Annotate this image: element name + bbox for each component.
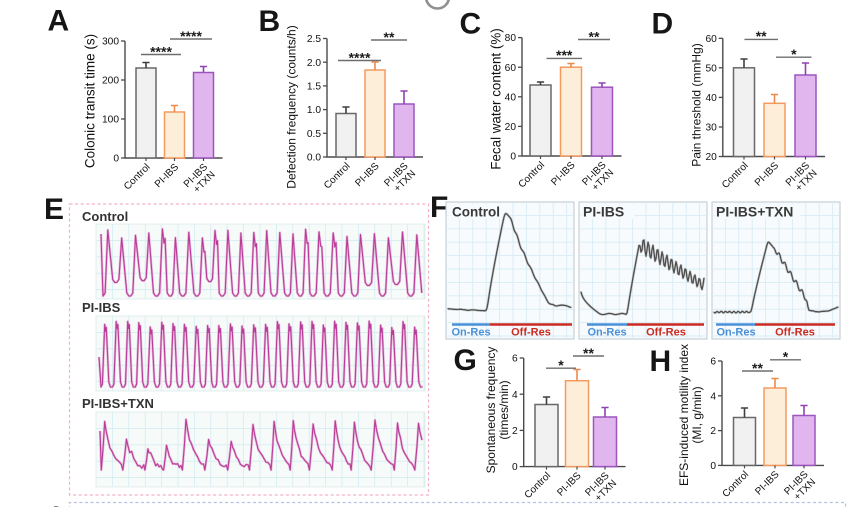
svg-text:G: G bbox=[454, 344, 477, 377]
svg-text:40: 40 bbox=[705, 93, 717, 104]
svg-text:Defection frequency (counts/h): Defection frequency (counts/h) bbox=[285, 25, 299, 188]
svg-text:PI-IBS+TXN: PI-IBS+TXN bbox=[82, 396, 154, 411]
svg-text:100: 100 bbox=[102, 115, 119, 126]
svg-text:4: 4 bbox=[710, 391, 716, 402]
svg-text:**: ** bbox=[583, 345, 594, 361]
svg-text:50: 50 bbox=[705, 63, 717, 74]
svg-text:**: ** bbox=[589, 28, 600, 44]
svg-text:0: 0 bbox=[113, 154, 119, 165]
svg-text:300: 300 bbox=[102, 37, 119, 48]
svg-text:EFS-induced motility index: EFS-induced motility index bbox=[677, 344, 691, 486]
svg-text:Control: Control bbox=[82, 209, 128, 224]
svg-text:C: C bbox=[460, 8, 482, 41]
svg-text:Off-Res: Off-Res bbox=[511, 327, 551, 339]
svg-text:2.0: 2.0 bbox=[307, 58, 321, 69]
svg-text:60: 60 bbox=[705, 34, 717, 45]
svg-text:60: 60 bbox=[505, 63, 517, 74]
svg-text:Spontaneous frequency: Spontaneous frequency bbox=[484, 347, 498, 474]
svg-text:****: **** bbox=[180, 28, 202, 44]
svg-text:0: 0 bbox=[710, 461, 716, 472]
svg-text:D: D bbox=[652, 8, 674, 41]
svg-text:I: I bbox=[52, 501, 60, 507]
svg-text:Off-Res: Off-Res bbox=[775, 327, 815, 339]
svg-text:B: B bbox=[259, 5, 281, 38]
svg-text:1.5: 1.5 bbox=[307, 82, 321, 93]
svg-text:On-Res: On-Res bbox=[716, 327, 755, 339]
svg-text:0.5: 0.5 bbox=[307, 129, 321, 140]
svg-text:**: ** bbox=[384, 29, 395, 45]
svg-text:**: ** bbox=[752, 360, 763, 376]
svg-text:PI-IBS: PI-IBS bbox=[82, 300, 121, 315]
svg-text:0: 0 bbox=[512, 462, 518, 473]
svg-text:*: * bbox=[783, 349, 789, 365]
svg-text:****: **** bbox=[349, 49, 371, 65]
svg-text:E: E bbox=[44, 193, 64, 226]
svg-text:(times/min): (times/min) bbox=[497, 380, 511, 439]
svg-text:40: 40 bbox=[505, 92, 517, 103]
svg-text:6: 6 bbox=[512, 354, 518, 365]
svg-text:Fecal water content (%): Fecal water content (%) bbox=[489, 28, 504, 169]
svg-text:Colonic transit time (s): Colonic transit time (s) bbox=[83, 34, 98, 168]
svg-text:200: 200 bbox=[102, 76, 119, 87]
svg-text:A: A bbox=[48, 5, 70, 38]
svg-text:On-Res: On-Res bbox=[587, 327, 626, 339]
svg-text:**: ** bbox=[756, 28, 767, 44]
svg-text:20: 20 bbox=[705, 152, 717, 163]
svg-text:30: 30 bbox=[705, 123, 717, 134]
svg-text:2: 2 bbox=[512, 426, 518, 437]
svg-text:*: * bbox=[558, 357, 564, 373]
svg-text:80: 80 bbox=[505, 33, 517, 44]
svg-text:F: F bbox=[430, 191, 448, 224]
svg-text:PI-IBS: PI-IBS bbox=[583, 204, 624, 220]
svg-text:Control: Control bbox=[452, 205, 500, 220]
svg-text:Pain threshold (mmHg): Pain threshold (mmHg) bbox=[690, 43, 704, 166]
svg-text:4: 4 bbox=[512, 390, 518, 401]
svg-text:On-Res: On-Res bbox=[451, 327, 490, 339]
svg-text:****: **** bbox=[150, 43, 172, 59]
svg-text:2: 2 bbox=[710, 426, 716, 437]
svg-text:0: 0 bbox=[510, 152, 516, 163]
svg-text:Off-Res: Off-Res bbox=[646, 327, 686, 339]
svg-text:6: 6 bbox=[710, 357, 716, 368]
svg-text:2.5: 2.5 bbox=[307, 34, 321, 45]
svg-text:*: * bbox=[791, 46, 797, 62]
svg-text:0.0: 0.0 bbox=[307, 153, 321, 164]
svg-text:(MI, g/min): (MI, g/min) bbox=[690, 386, 704, 443]
svg-text:H: H bbox=[650, 345, 672, 378]
svg-text:***: *** bbox=[556, 47, 573, 63]
svg-text:1.0: 1.0 bbox=[307, 105, 321, 116]
svg-text:PI-IBS+TXN: PI-IBS+TXN bbox=[716, 204, 793, 220]
svg-text:20: 20 bbox=[505, 122, 517, 133]
